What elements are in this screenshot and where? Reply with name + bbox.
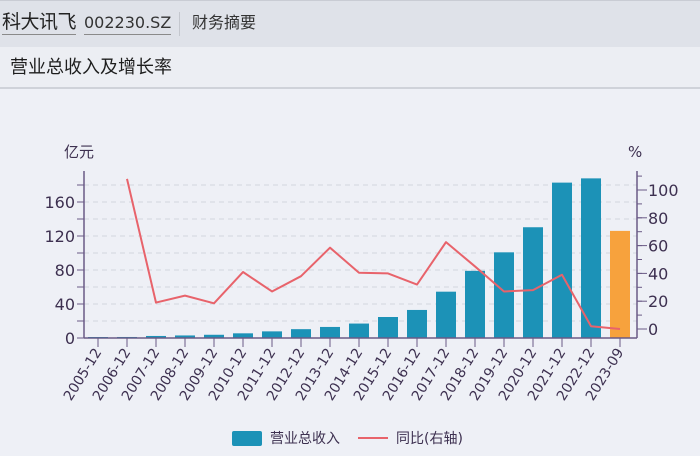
legend-line-swatch[interactable] bbox=[358, 437, 388, 439]
revenue-bar[interactable] bbox=[552, 182, 572, 338]
revenue-bar[interactable] bbox=[320, 326, 340, 338]
top-bar: 科大讯飞 002230.SZ 财务摘要 bbox=[0, 0, 700, 47]
revenue-bar[interactable] bbox=[523, 227, 543, 338]
divider bbox=[179, 12, 180, 36]
svg-text:60: 60 bbox=[648, 237, 668, 256]
revenue-bar[interactable] bbox=[407, 309, 427, 338]
svg-text:20: 20 bbox=[648, 292, 668, 311]
revenue-bar[interactable] bbox=[436, 291, 456, 338]
yoy-growth-line[interactable] bbox=[126, 178, 621, 330]
tab-financial-summary[interactable]: 财务摘要 bbox=[192, 13, 257, 32]
legend-yoy-label[interactable]: 同比(右轴) bbox=[396, 431, 463, 447]
revenue-bar[interactable] bbox=[262, 331, 282, 338]
svg-text:%: % bbox=[628, 143, 642, 161]
svg-text:80: 80 bbox=[55, 261, 75, 280]
revenue-bar[interactable] bbox=[610, 230, 630, 338]
revenue-bar[interactable] bbox=[465, 270, 485, 338]
legend-revenue-label[interactable]: 营业总收入 bbox=[270, 431, 340, 447]
revenue-bar[interactable] bbox=[291, 329, 311, 338]
svg-text:40: 40 bbox=[55, 295, 75, 314]
revenue-bar[interactable] bbox=[204, 334, 224, 338]
revenue-bar[interactable] bbox=[349, 323, 369, 338]
svg-text:0: 0 bbox=[648, 320, 658, 339]
svg-text:0: 0 bbox=[65, 329, 75, 348]
company-name-link[interactable]: 科大讯飞 bbox=[2, 11, 77, 35]
svg-text:80: 80 bbox=[648, 209, 668, 228]
svg-text:亿元: 亿元 bbox=[64, 143, 94, 161]
chart-legend: 营业总收入 同比(右轴) bbox=[232, 428, 463, 448]
revenue-bar[interactable] bbox=[146, 335, 166, 338]
legend-bar-swatch[interactable] bbox=[232, 430, 262, 446]
revenue-bar[interactable] bbox=[378, 317, 398, 338]
svg-text:160: 160 bbox=[44, 193, 75, 212]
stock-code-link[interactable]: 002230.SZ bbox=[84, 13, 172, 35]
revenue-bar[interactable] bbox=[175, 335, 195, 338]
revenue-bar[interactable] bbox=[581, 178, 601, 338]
section-header: 营业总收入及增长率 bbox=[0, 47, 700, 89]
revenue-bar[interactable] bbox=[494, 252, 514, 338]
svg-text:100: 100 bbox=[648, 181, 679, 200]
svg-text:40: 40 bbox=[648, 264, 668, 283]
revenue-bar[interactable] bbox=[233, 333, 253, 338]
svg-text:120: 120 bbox=[44, 227, 75, 246]
section-title: 营业总收入及增长率 bbox=[10, 57, 172, 78]
